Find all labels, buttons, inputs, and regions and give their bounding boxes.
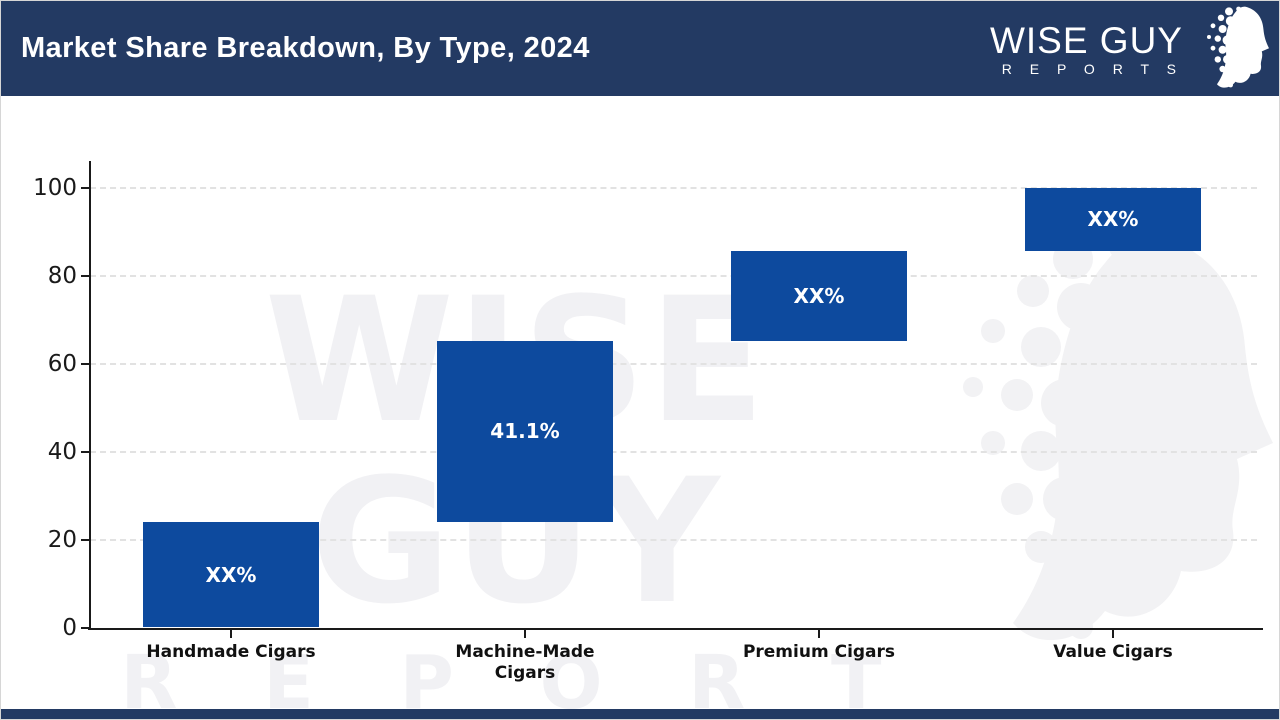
bar-value-label: XX% bbox=[1087, 207, 1139, 232]
logo-brand-subtitle: R E P O R T S bbox=[1001, 60, 1183, 77]
x-axis-spine bbox=[88, 627, 1263, 630]
x-category-label: Handmade Cigars bbox=[146, 641, 316, 662]
bar-2: 41.1% bbox=[437, 341, 613, 522]
bar-value-label: 41.1% bbox=[490, 419, 560, 444]
y-tickmark-80 bbox=[81, 274, 89, 277]
y-tick-label-20: 20 bbox=[47, 526, 77, 553]
y-tickmark-20 bbox=[81, 538, 89, 541]
bar-value-label: XX% bbox=[205, 562, 257, 587]
y-tick-label-80: 80 bbox=[47, 262, 77, 289]
bar-4: XX% bbox=[1025, 187, 1201, 251]
dotted-head-profile-icon bbox=[1207, 6, 1269, 88]
gridline-y40 bbox=[90, 450, 1257, 453]
header-bar: Market Share Breakdown, By Type, 2024 WI… bbox=[1, 1, 1279, 96]
x-category-label: Machine-Made Cigars bbox=[455, 641, 595, 683]
y-tickmark-40 bbox=[81, 450, 89, 453]
x-tickmark-4 bbox=[1112, 629, 1114, 638]
y-tickmark-100 bbox=[81, 186, 89, 189]
page-title: Market Share Breakdown, By Type, 2024 bbox=[21, 32, 590, 64]
y-tick-label-40: 40 bbox=[47, 438, 77, 465]
bar-3: XX% bbox=[731, 250, 907, 342]
logo-brand-name: WISE GUY bbox=[989, 19, 1183, 61]
wise-guy-reports-logo: WISE GUY R E P O R T S bbox=[990, 5, 1279, 93]
y-tick-label-60: 60 bbox=[47, 350, 77, 377]
gridline-y100 bbox=[90, 186, 1257, 189]
y-tick-label-100: 100 bbox=[33, 174, 77, 201]
x-category-label: Premium Cigars bbox=[742, 641, 896, 662]
x-tickmark-3 bbox=[818, 629, 820, 638]
bar-1: XX% bbox=[143, 521, 319, 628]
y-axis-spine bbox=[89, 161, 91, 630]
footer-bar bbox=[1, 709, 1279, 719]
x-tickmark-2 bbox=[524, 629, 526, 638]
gridline-y20 bbox=[90, 538, 1257, 541]
y-tickmark-60 bbox=[81, 362, 89, 365]
x-category-label: Value Cigars bbox=[1053, 641, 1173, 662]
bar-value-label: XX% bbox=[793, 283, 845, 308]
y-tick-label-0: 0 bbox=[62, 614, 77, 641]
gridline-y60 bbox=[90, 362, 1257, 365]
logo-text: WISE GUY R E P O R T S bbox=[990, 22, 1183, 76]
x-tickmark-1 bbox=[230, 629, 232, 638]
y-tickmark-0 bbox=[81, 626, 89, 629]
gridline-y80 bbox=[90, 274, 1257, 277]
